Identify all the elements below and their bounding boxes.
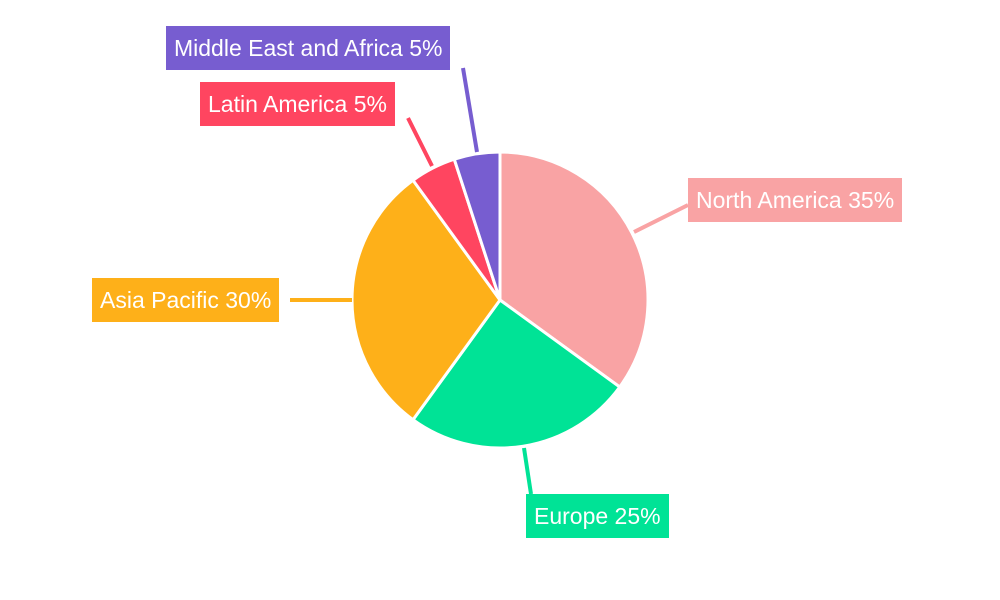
data-label: Latin America 5% [200, 82, 395, 126]
pie-slice-europe[interactable] [410, 297, 622, 450]
leader-line [633, 203, 689, 234]
pie-slice-north-america[interactable] [498, 150, 650, 390]
leader-line [461, 67, 479, 153]
leader-line [522, 447, 533, 495]
data-label: North America 35% [688, 178, 903, 222]
data-label: Asia Pacific 30% [92, 278, 280, 322]
data-label: Middle East and Africa 5% [166, 26, 451, 70]
leader-line [406, 117, 434, 167]
data-label: Europe 25% [526, 494, 669, 538]
pie-slice-middle-east-and-africa[interactable] [452, 150, 502, 301]
